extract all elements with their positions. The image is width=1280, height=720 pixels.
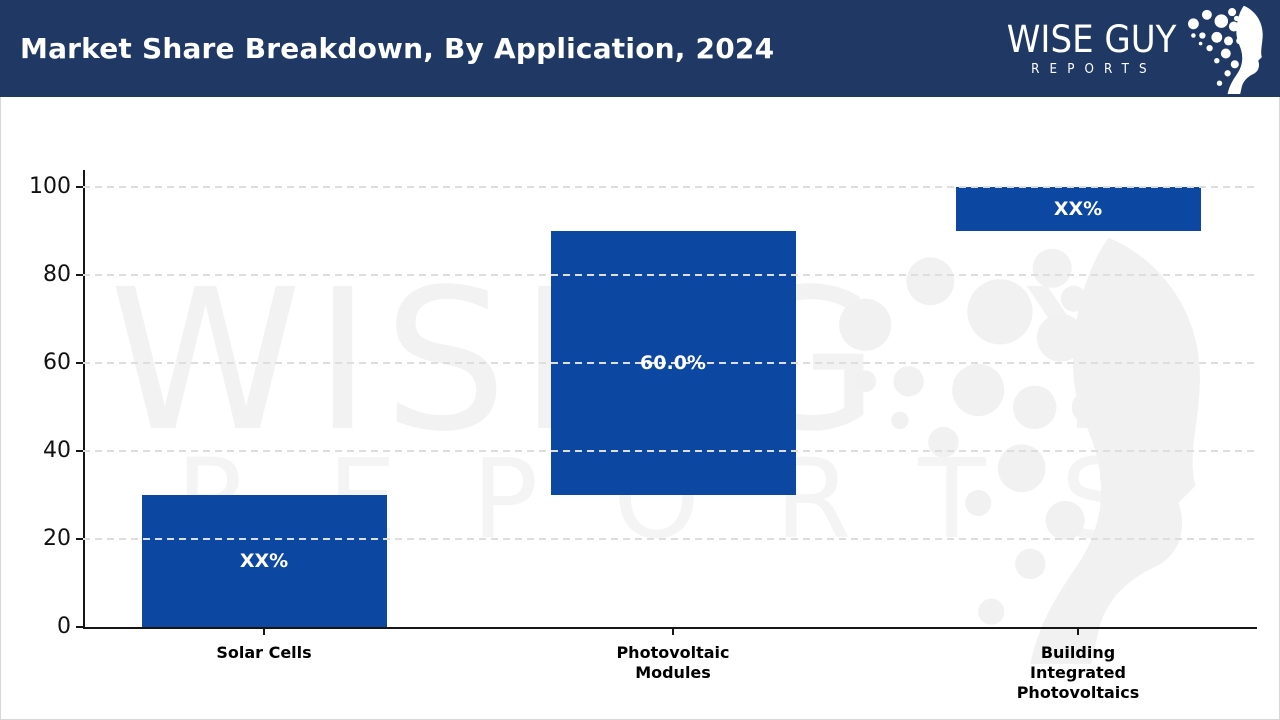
category-label: Building Integrated Photovoltaics — [1016, 643, 1140, 702]
x-tick-mark — [263, 629, 265, 635]
bar-segment — [141, 495, 387, 627]
y-tick-label: 100 — [29, 174, 71, 199]
x-tick-mark — [1077, 629, 1079, 635]
y-tick-mark — [76, 186, 83, 188]
header-bar: Market Share Breakdown, By Application, … — [0, 0, 1280, 97]
bar-value-label: 60.0% — [640, 352, 706, 374]
gridline — [83, 450, 1257, 452]
y-tick-label: 60 — [43, 350, 71, 375]
wiseguy-logo: WISE GUY REPORTS — [992, 4, 1266, 94]
bar-value-label: XX% — [239, 550, 289, 572]
gridline — [83, 362, 1257, 364]
y-tick-label: 0 — [57, 614, 71, 639]
plot: 0 20 40 60 80 100 XX% Solar Cells 60.0% Photovolt… — [1, 97, 1279, 719]
bar-segment — [955, 187, 1201, 231]
gridline — [83, 186, 1257, 188]
gridline — [83, 274, 1257, 276]
brand-subtitle: REPORTS — [1030, 61, 1157, 77]
y-tick-mark — [76, 538, 83, 540]
brand-name: WISE GUY — [1006, 17, 1176, 61]
x-tick-mark — [672, 629, 674, 635]
category-label: Photovoltaic Modules — [616, 643, 730, 682]
y-axis-line — [83, 170, 85, 629]
y-tick-mark — [76, 450, 83, 452]
y-tick-label: 80 — [43, 262, 71, 287]
bar-value-label: XX% — [1053, 198, 1103, 220]
y-tick-label: 20 — [43, 526, 71, 551]
gridline — [83, 538, 1257, 540]
category-label: Solar Cells — [216, 643, 312, 662]
x-axis-line — [83, 627, 1257, 629]
brand-text: WISE GUY REPORTS — [1006, 21, 1176, 77]
y-tick-mark — [76, 274, 83, 276]
brand-face-icon — [1188, 5, 1263, 94]
y-tick-mark — [76, 626, 83, 628]
y-tick-label: 40 — [43, 438, 71, 463]
chart-title: Market Share Breakdown, By Application, … — [20, 32, 775, 65]
y-tick-mark — [76, 362, 83, 364]
